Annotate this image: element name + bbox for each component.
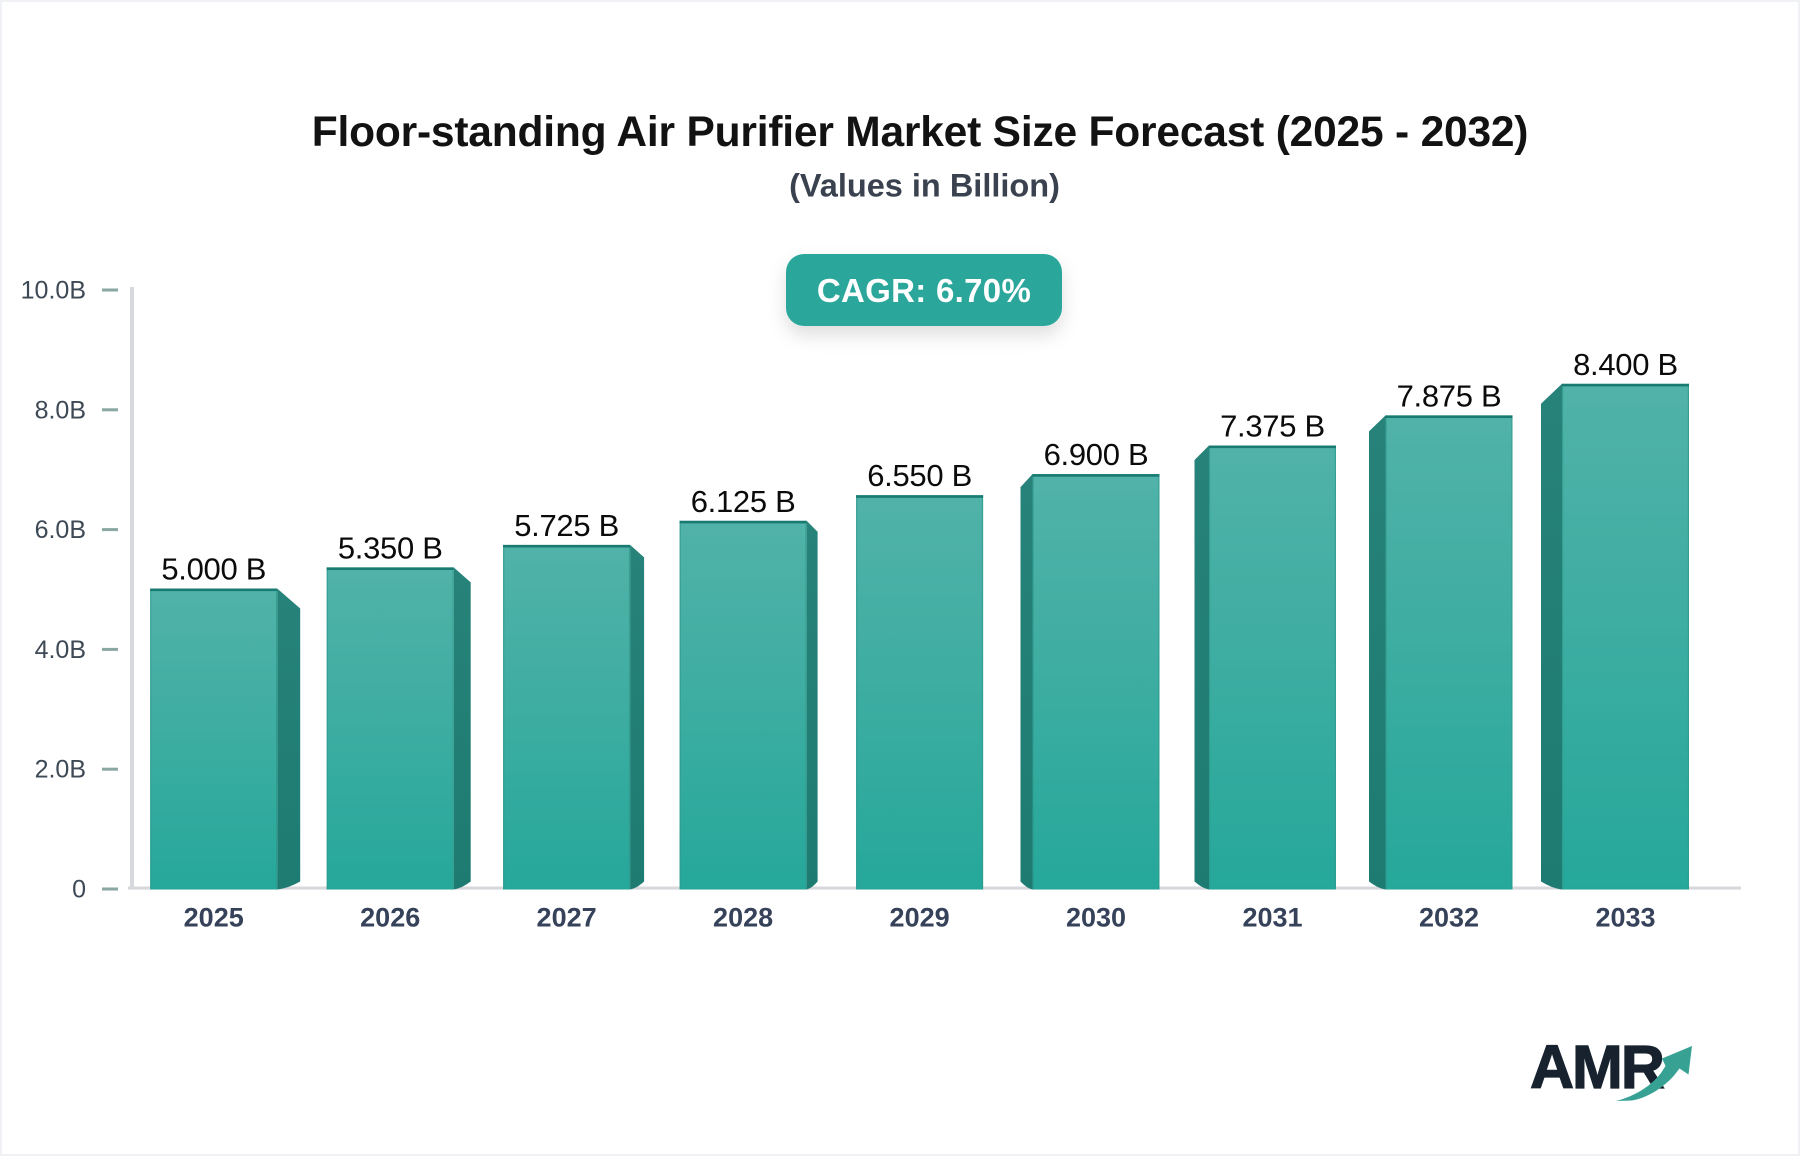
svg-text:4.0B: 4.0B [35,636,86,664]
svg-text:6.0B: 6.0B [35,516,86,544]
svg-text:6.900 B: 6.900 B [1044,437,1149,472]
svg-text:10.0B: 10.0B [21,277,86,305]
svg-text:7.375 B: 7.375 B [1220,409,1325,444]
svg-text:2025: 2025 [184,903,244,933]
svg-text:8.0B: 8.0B [35,396,86,424]
svg-text:7.875 B: 7.875 B [1397,378,1502,413]
svg-text:5.000 B: 5.000 B [161,552,266,587]
svg-text:2033: 2033 [1595,903,1655,933]
svg-text:2.0B: 2.0B [35,756,86,784]
svg-text:2032: 2032 [1419,903,1479,933]
svg-text:Floor-standing Air Purifier Ma: Floor-standing Air Purifier Market Size … [312,109,1529,156]
svg-text:5.725 B: 5.725 B [514,508,619,543]
svg-text:(Values in Billion): (Values in Billion) [789,168,1060,204]
svg-text:2027: 2027 [537,903,597,933]
svg-text:6.550 B: 6.550 B [867,458,972,493]
svg-text:8.400 B: 8.400 B [1573,347,1678,382]
svg-text:CAGR: 6.70%: CAGR: 6.70% [817,272,1031,309]
svg-text:2028: 2028 [713,903,773,933]
svg-text:6.125 B: 6.125 B [691,484,796,519]
svg-text:2031: 2031 [1242,903,1302,933]
svg-text:5.350 B: 5.350 B [338,530,443,565]
svg-text:0: 0 [72,876,86,904]
svg-text:2029: 2029 [890,903,950,933]
svg-text:2030: 2030 [1066,903,1126,933]
svg-text:2026: 2026 [360,903,420,933]
